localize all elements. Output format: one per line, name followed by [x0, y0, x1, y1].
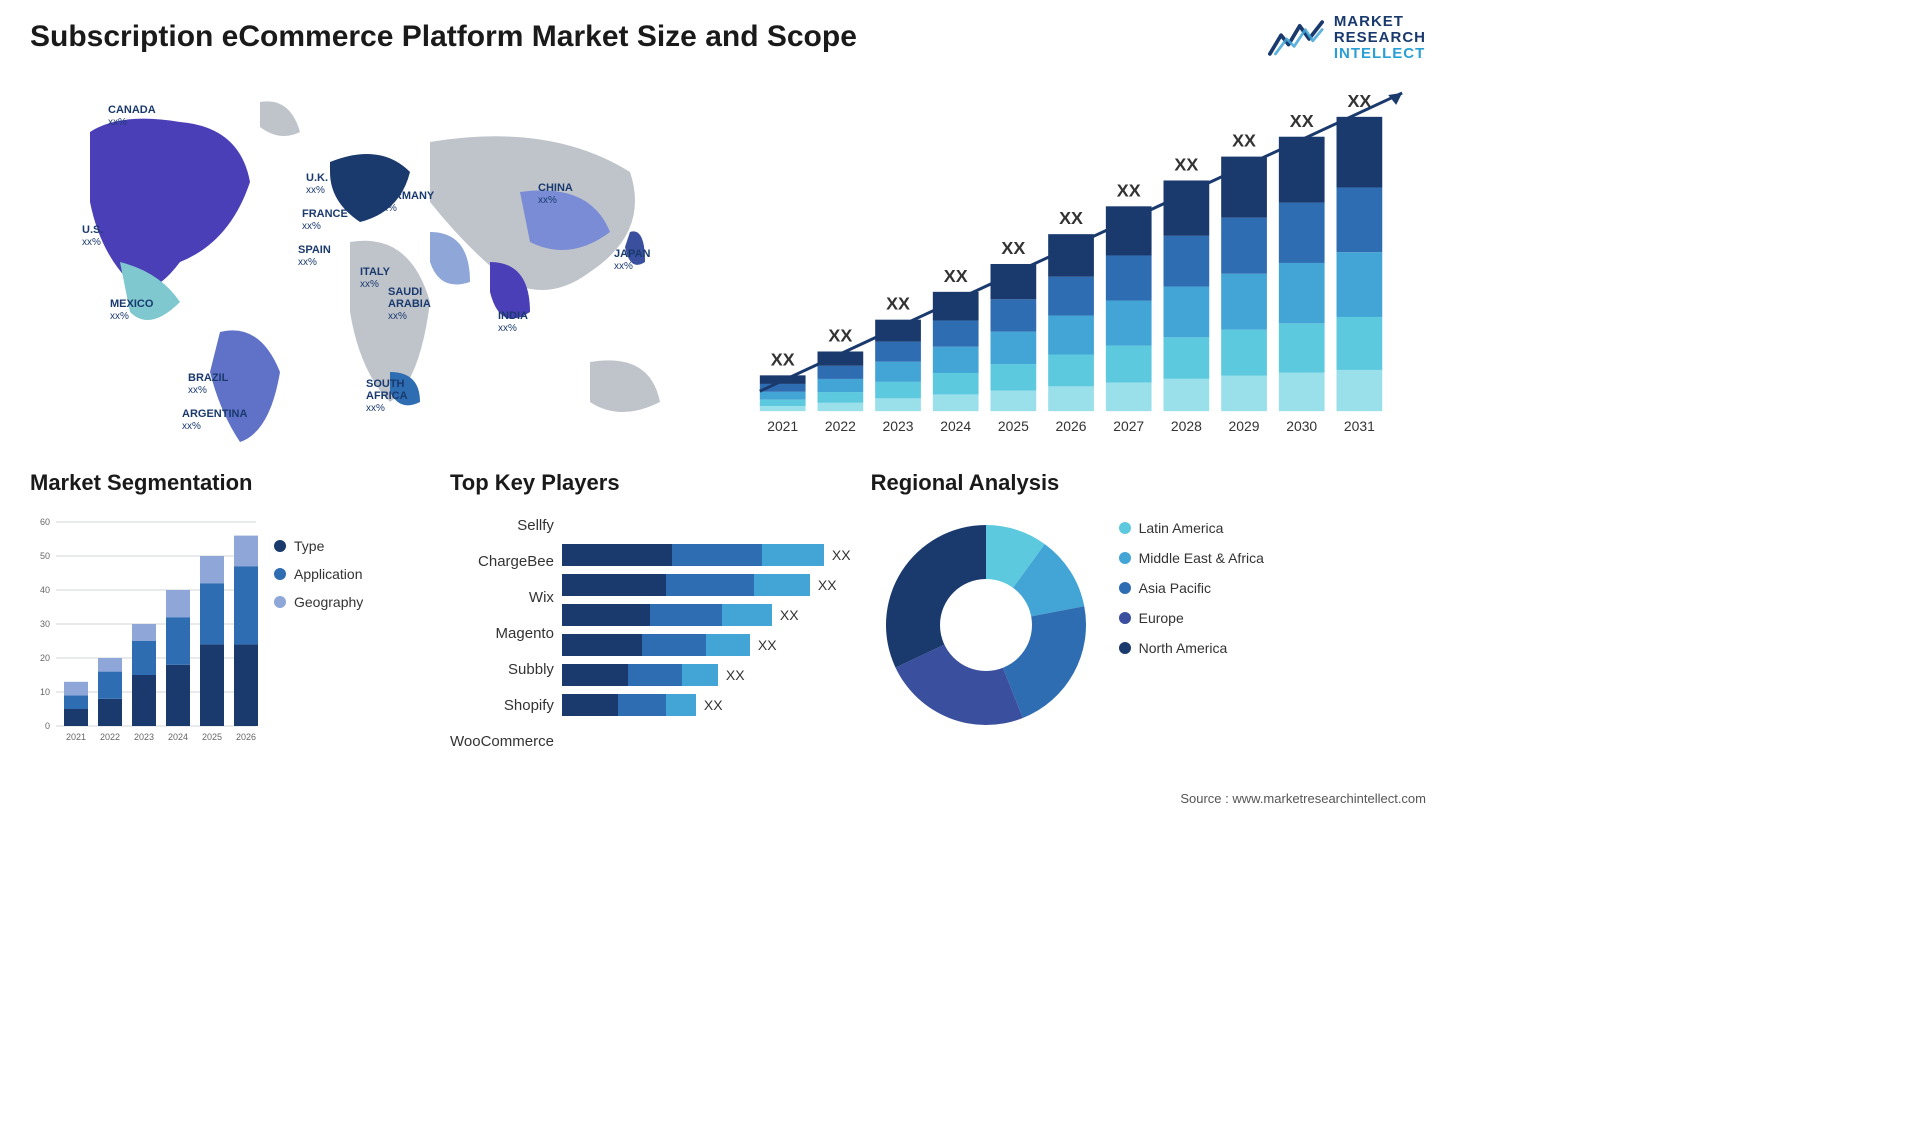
- page-title: Subscription eCommerce Platform Market S…: [30, 20, 1426, 54]
- svg-text:XX: XX: [1232, 131, 1256, 151]
- svg-text:2027: 2027: [1113, 418, 1144, 434]
- svg-text:2030: 2030: [1286, 418, 1317, 434]
- players-title: Top Key Players: [450, 470, 851, 496]
- map-label: FRANCExx%: [302, 208, 348, 232]
- segmentation-title: Market Segmentation: [30, 470, 430, 496]
- map-label: INDIAxx%: [498, 310, 528, 334]
- segmentation-legend: Type Application Geography: [274, 538, 363, 750]
- map-label: BRAZILxx%: [188, 372, 228, 396]
- brand-line3: INTELLECT: [1334, 46, 1426, 62]
- svg-text:30: 30: [40, 619, 50, 629]
- map-label: U.S.xx%: [82, 224, 103, 248]
- svg-text:2024: 2024: [168, 732, 188, 742]
- svg-text:XX: XX: [1290, 111, 1314, 131]
- map-label: CANADAxx%: [108, 104, 156, 128]
- svg-text:2025: 2025: [202, 732, 222, 742]
- svg-text:0: 0: [45, 721, 50, 731]
- brand-logo-icon: [1268, 18, 1324, 58]
- regional-legend: Latin America Middle East & Africa Asia Pa…: [1119, 520, 1264, 740]
- svg-text:XX: XX: [886, 294, 910, 314]
- player-bar-row: XX: [562, 570, 851, 600]
- map-label: ITALYxx%: [360, 266, 390, 290]
- player-name: Shopify: [504, 690, 554, 720]
- svg-text:50: 50: [40, 551, 50, 561]
- brand-line1: MARKET: [1334, 14, 1426, 30]
- svg-text:XX: XX: [1059, 208, 1083, 228]
- legend-item: Asia Pacific: [1119, 580, 1264, 596]
- svg-text:XX: XX: [828, 326, 852, 346]
- svg-text:40: 40: [40, 585, 50, 595]
- player-name: Sellfy: [517, 510, 554, 540]
- map-label: SPAINxx%: [298, 244, 331, 268]
- legend-item: Geography: [274, 594, 363, 610]
- svg-text:XX: XX: [1001, 238, 1025, 258]
- regional-donut: [871, 510, 1101, 740]
- map-label: U.K.xx%: [306, 172, 328, 196]
- legend-item: North America: [1119, 640, 1264, 656]
- player-name: ChargeBee: [478, 546, 554, 576]
- player-name: Wix: [529, 582, 554, 612]
- map-label: ARGENTINAxx%: [182, 408, 247, 432]
- svg-text:2031: 2031: [1344, 418, 1375, 434]
- player-bar-row: XX: [562, 540, 851, 570]
- svg-text:XX: XX: [944, 266, 968, 286]
- svg-text:2025: 2025: [998, 418, 1029, 434]
- player-bar-row: XX: [562, 660, 851, 690]
- svg-text:2026: 2026: [236, 732, 256, 742]
- brand-block: MARKET RESEARCH INTELLECT: [1268, 14, 1426, 61]
- segmentation-chart: 0 10 20 30 40 50 60 2021 2022 2023 2024 2025 2026: [30, 510, 260, 750]
- map-label: SAUDIARABIAxx%: [388, 286, 431, 322]
- map-label: SOUTHAFRICAxx%: [366, 378, 408, 414]
- svg-text:60: 60: [40, 517, 50, 527]
- svg-text:XX: XX: [1174, 155, 1198, 175]
- svg-text:2024: 2024: [940, 418, 971, 434]
- player-name: Magento: [496, 618, 554, 648]
- map-label: CHINAxx%: [538, 182, 573, 206]
- legend-item: Application: [274, 566, 363, 582]
- svg-text:20: 20: [40, 653, 50, 663]
- legend-item: Latin America: [1119, 520, 1264, 536]
- map-label: MEXICOxx%: [110, 298, 153, 322]
- player-name: Subbly: [508, 654, 554, 684]
- svg-text:10: 10: [40, 687, 50, 697]
- regional-title: Regional Analysis: [871, 470, 1351, 496]
- player-bar-row: XX: [562, 630, 851, 660]
- brand-line2: RESEARCH: [1334, 30, 1426, 46]
- players-bars: XXXXXXXXXXXX: [562, 510, 851, 756]
- player-name: WooCommerce: [450, 726, 554, 756]
- svg-text:2029: 2029: [1229, 418, 1260, 434]
- player-bar-row: XX: [562, 690, 851, 720]
- svg-text:2028: 2028: [1171, 418, 1202, 434]
- legend-item: Europe: [1119, 610, 1264, 626]
- svg-text:XX: XX: [771, 349, 795, 369]
- players-names: Sellfy ChargeBee Wix Magento Subbly Shopify Wo…: [450, 510, 554, 756]
- source-text: Source : www.marketresearchintellect.com: [1180, 791, 1426, 806]
- svg-text:2023: 2023: [883, 418, 914, 434]
- svg-text:XX: XX: [1117, 180, 1141, 200]
- legend-item: Middle East & Africa: [1119, 550, 1264, 566]
- world-map: CANADAxx% U.S.xx% MEXICOxx% BRAZILxx% ARGENT…: [30, 72, 690, 452]
- growth-chart: XX 2021 XX 2022 XX 2023 XX 2024 XX 2025 XX 2026 XX 20…: [730, 72, 1426, 452]
- svg-text:2021: 2021: [767, 418, 798, 434]
- svg-text:2022: 2022: [100, 732, 120, 742]
- svg-text:2023: 2023: [134, 732, 154, 742]
- svg-text:2021: 2021: [66, 732, 86, 742]
- map-label: JAPANxx%: [614, 248, 650, 272]
- legend-item: Type: [274, 538, 363, 554]
- svg-text:2026: 2026: [1056, 418, 1087, 434]
- svg-text:2022: 2022: [825, 418, 856, 434]
- map-label: GERMANYxx%: [378, 190, 434, 214]
- player-bar-row: XX: [562, 600, 851, 630]
